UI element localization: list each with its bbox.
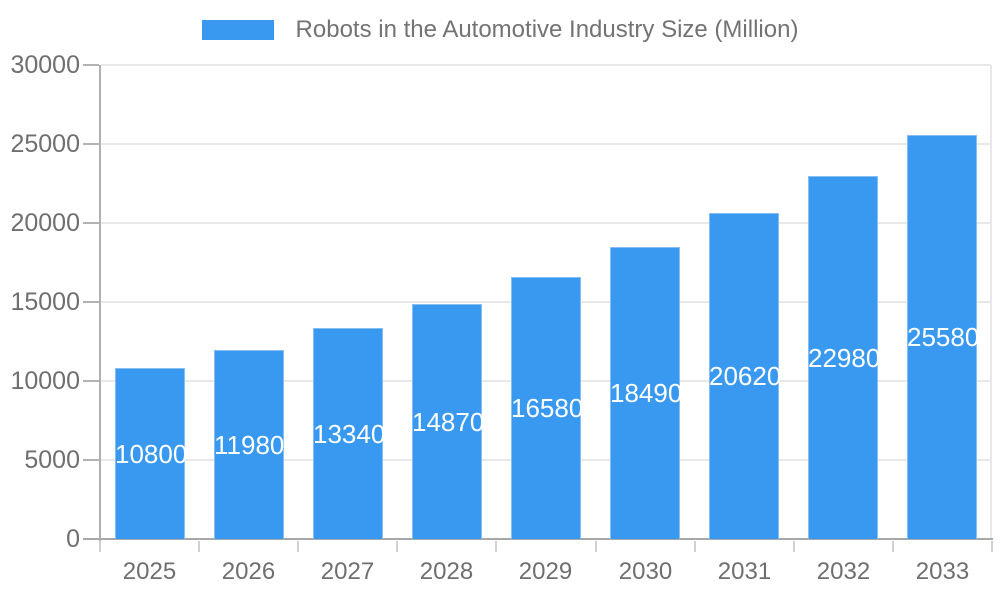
y-axis-tick-label: 25000 [10,130,80,158]
bar-2028[interactable] [412,304,482,539]
y-axis-tick-label: 30000 [10,51,80,79]
bar-2025[interactable] [115,368,185,539]
gridline [101,143,991,145]
legend-swatch [201,20,274,40]
x-axis-line [83,538,993,540]
bar-value-label: 13340 [313,418,386,449]
bar-2033[interactable] [907,135,977,539]
y-axis-tick [83,380,99,382]
x-axis-tick-label: 2025 [122,558,177,585]
y-axis-tick [83,143,99,145]
bar-value-label: 20620 [709,361,782,391]
bar-value-label: 11980 [214,429,285,460]
y-axis-tick [83,301,99,303]
x-axis-tick [297,541,299,552]
gridline [101,64,991,66]
bar-2026[interactable] [214,350,284,539]
y-axis-tick [83,459,99,461]
bar-2029[interactable] [511,277,581,539]
legend[interactable]: Robots in the Automotive Industry Size (… [0,16,1000,44]
y-axis-tick [83,64,99,66]
x-axis-tick [198,541,200,552]
plot-right-border [990,65,992,539]
bar-2032[interactable] [808,176,878,539]
x-axis-tick-label: 2028 [419,558,474,585]
x-axis-tick-label: 2030 [618,558,673,585]
x-axis-tick [495,541,497,552]
bar-value-label: 22980 [808,342,881,373]
x-axis-tick-label: 2026 [221,558,276,585]
x-axis-tick-label: 2032 [816,558,871,585]
x-axis-tick-label: 2029 [518,558,573,585]
bar-2030[interactable] [610,247,680,539]
x-axis-tick [595,541,597,552]
y-axis-tick-label: 5000 [24,446,80,474]
x-axis-tick-label: 2033 [915,558,970,585]
bar-2027[interactable] [313,328,383,539]
y-axis-tick-label: 10000 [10,367,80,395]
bar-2031[interactable] [709,213,779,539]
x-axis-tick [991,541,993,552]
x-axis-tick [694,541,696,552]
y-axis-tick-label: 0 [66,525,80,553]
bar-value-label: 18490 [610,378,683,408]
x-axis-tick-label: 2031 [717,558,772,585]
bar-value-label: 16580 [511,393,584,423]
y-axis-tick-label: 15000 [10,288,80,316]
x-axis-tick-label: 2027 [320,558,375,585]
y-axis-line [99,65,101,548]
bar-value-label: 14870 [412,406,485,437]
bar-value-label: 25580 [907,322,980,352]
x-axis-tick [396,541,398,552]
x-axis-tick [99,541,101,552]
bar-value-label: 10800 [115,438,188,469]
x-axis-tick [892,541,894,552]
y-axis-tick-label: 20000 [10,209,80,237]
legend-series-label: Robots in the Automotive Industry Size (… [295,16,799,43]
y-axis-tick [83,222,99,224]
x-axis-tick [793,541,795,552]
gridline [101,222,991,224]
